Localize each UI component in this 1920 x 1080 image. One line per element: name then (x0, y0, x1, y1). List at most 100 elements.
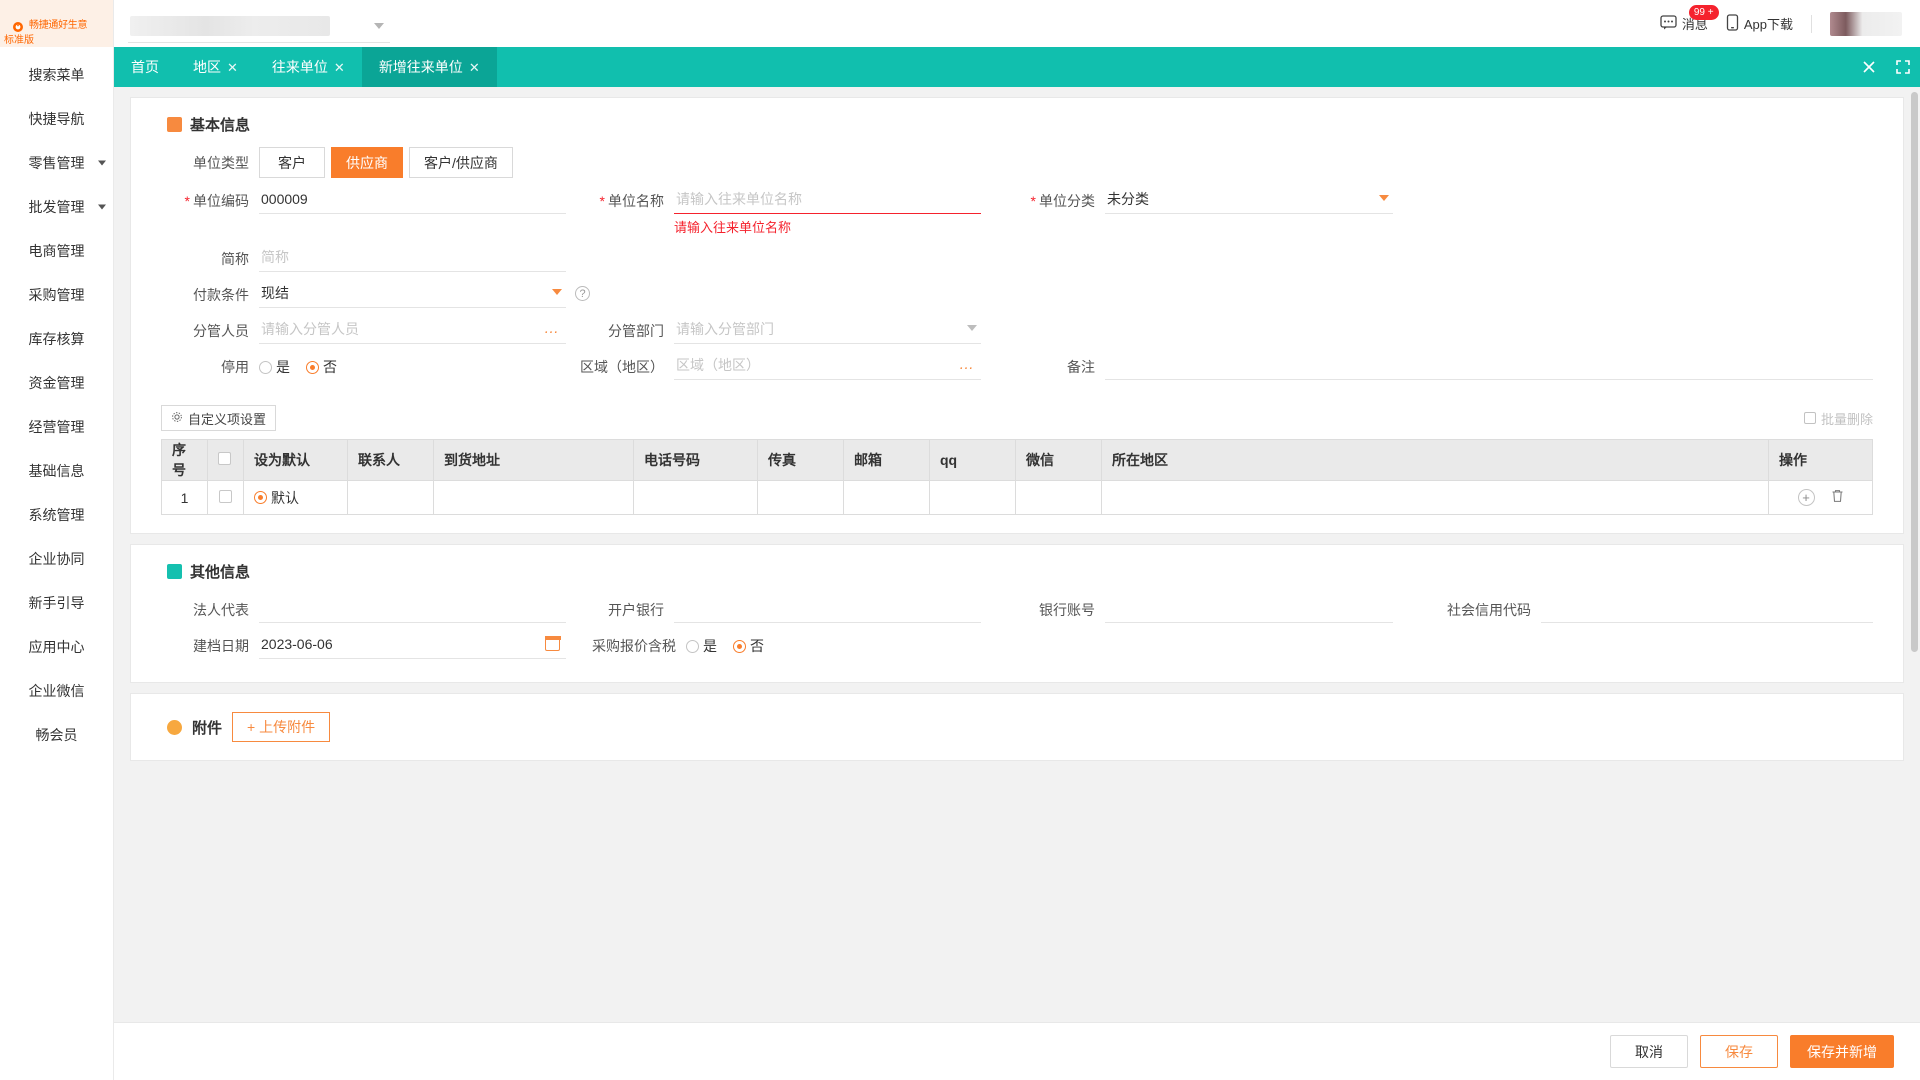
tab-region[interactable]: 地区 ✕ (176, 47, 255, 87)
sidebar-item-system[interactable]: 系统管理 (0, 493, 113, 537)
batch-delete-button[interactable]: 批量删除 (1803, 409, 1873, 428)
col-select-all[interactable] (207, 439, 244, 481)
tab-label: 往来单位 (271, 59, 328, 75)
sidebar-item-label: 企业微信 (28, 683, 85, 699)
unit-name-label: 单位名称 (576, 185, 664, 211)
cell-fax[interactable] (757, 480, 844, 515)
tab-home[interactable]: 首页 (114, 47, 176, 87)
credit-code-label: 社会信用代码 (1447, 602, 1531, 618)
set-default-radio[interactable]: 默认 (254, 488, 299, 508)
cancel-button[interactable]: 取消 (1610, 1035, 1688, 1068)
sidebar-item-retail[interactable]: 零售管理 (0, 141, 113, 185)
fullscreen-icon[interactable] (1886, 47, 1920, 87)
create-date-input[interactable] (259, 630, 566, 659)
close-icon[interactable] (1852, 47, 1886, 87)
sidebar-item-label: 批发管理 (28, 199, 85, 215)
bank-account-label: 银行账号 (1039, 602, 1095, 618)
sidebar-item-collaboration[interactable]: 企业协同 (0, 537, 113, 581)
bank-account-input[interactable] (1105, 594, 1393, 623)
unit-type-option-customer[interactable]: 客户 (259, 147, 325, 178)
chevron-down-icon[interactable] (552, 289, 562, 295)
manager-input[interactable] (259, 315, 566, 344)
sidebar-item-wholesale[interactable]: 批发管理 (0, 185, 113, 229)
messages-button[interactable]: 消息 99 + (1660, 5, 1719, 33)
plus-circle-icon[interactable]: + (1797, 489, 1815, 506)
sidebar-item-purchase[interactable]: 采购管理 (0, 273, 113, 317)
trash-icon[interactable] (1831, 489, 1844, 506)
disabled-option-yes[interactable]: 是 (259, 357, 290, 377)
manage-dept-input[interactable] (674, 315, 981, 344)
cell-email[interactable] (843, 480, 930, 515)
field-purchase-tax: 采购报价含税 是 否 (576, 630, 981, 656)
avatar[interactable] (1830, 11, 1902, 36)
upload-attachment-button[interactable]: + 上传附件 (232, 712, 331, 742)
calendar-icon[interactable] (544, 635, 561, 651)
company-selector[interactable] (128, 11, 390, 43)
chevron-down-icon[interactable] (967, 325, 977, 331)
unit-code-input[interactable] (259, 185, 566, 214)
unit-type-option-supplier[interactable]: 供应商 (331, 147, 403, 178)
sidebar-item-chang-member[interactable]: 畅会员 (0, 713, 113, 757)
short-name-input[interactable] (259, 243, 566, 272)
cell-set-default[interactable]: 默认 (243, 480, 348, 515)
app-download-button[interactable]: App下载 (1726, 13, 1793, 34)
row-code-name-category: 单位编码 单位名称 请输入往来单位名称 (161, 185, 1873, 236)
table-toolbar: 自定义项设置 批量删除 (131, 403, 1903, 439)
checkbox-icon[interactable] (218, 452, 231, 465)
purchase-tax-control: 是 否 (686, 630, 981, 656)
custom-field-settings-label: 自定义项设置 (188, 411, 267, 427)
cell-address[interactable] (433, 480, 634, 515)
sidebar-item-basic-info[interactable]: 基础信息 (0, 449, 113, 493)
field-bank-account: 银行账号 (1021, 594, 1393, 623)
checkbox-icon[interactable] (219, 489, 232, 503)
disabled-option-no[interactable]: 否 (306, 357, 337, 377)
sidebar-menu: 搜索菜单 快捷导航 零售管理 批发管理 电商管理 采购管理 库存核算 资金管理 … (0, 47, 113, 757)
purchase-tax-radio-group: 是 否 (686, 630, 981, 656)
unit-category-input[interactable] (1105, 185, 1393, 214)
cell-qq[interactable] (929, 480, 1016, 515)
sidebar-item-search-menu[interactable]: 搜索菜单 (0, 53, 113, 97)
section-title: 其他信息 (190, 564, 251, 581)
cell-contact[interactable] (347, 480, 434, 515)
sidebar-item-quick-nav[interactable]: 快捷导航 (0, 97, 113, 141)
save-and-new-button[interactable]: 保存并新增 (1790, 1035, 1894, 1068)
col-wechat: 微信 (1015, 439, 1102, 481)
close-icon[interactable]: ✕ (333, 59, 345, 75)
more-options-icon[interactable]: … (544, 320, 560, 337)
close-icon[interactable]: ✕ (468, 59, 480, 75)
sidebar-item-beginner-guide[interactable]: 新手引导 (0, 581, 113, 625)
save-button[interactable]: 保存 (1700, 1035, 1778, 1068)
remark-input[interactable] (1105, 351, 1873, 380)
radio-icon (686, 639, 699, 653)
chevron-down-icon[interactable] (1379, 195, 1389, 201)
close-icon[interactable]: ✕ (227, 59, 238, 75)
bank-input[interactable] (674, 594, 981, 623)
other-info-card: 其他信息 法人代表 开户银行 (130, 544, 1904, 683)
unit-type-option-both[interactable]: 客户/供应商 (409, 147, 513, 178)
cell-row-select[interactable] (207, 480, 244, 515)
sidebar-item-inventory[interactable]: 库存核算 (0, 317, 113, 361)
sidebar-item-funds[interactable]: 资金管理 (0, 361, 113, 405)
col-set-default: 设为默认 (243, 439, 348, 481)
custom-field-settings-button[interactable]: 自定义项设置 (161, 405, 277, 431)
sidebar-item-ecommerce[interactable]: 电商管理 (0, 229, 113, 273)
cell-phone[interactable] (633, 480, 758, 515)
credit-code-input[interactable] (1541, 594, 1873, 623)
question-circle-icon[interactable]: ? (575, 286, 590, 301)
purchase-tax-option-no[interactable]: 否 (733, 636, 764, 656)
tab-partners[interactable]: 往来单位 ✕ (255, 47, 362, 87)
sidebar-item-operations[interactable]: 经营管理 (0, 405, 113, 449)
cell-wechat[interactable] (1015, 480, 1102, 515)
unit-name-input[interactable] (674, 185, 981, 214)
region-input[interactable] (674, 351, 981, 380)
page-scrollbar-thumb[interactable] (1911, 92, 1918, 652)
legal-rep-input[interactable] (259, 594, 566, 623)
sidebar-item-app-center[interactable]: 应用中心 (0, 625, 113, 669)
payment-terms-input[interactable] (259, 279, 566, 308)
more-options-icon[interactable]: … (959, 356, 975, 373)
cell-district[interactable] (1101, 480, 1769, 515)
purchase-tax-option-yes[interactable]: 是 (686, 636, 717, 656)
tab-new-partner[interactable]: 新增往来单位 ✕ (361, 47, 497, 87)
sidebar-item-wecom[interactable]: 企业微信 (0, 669, 113, 713)
